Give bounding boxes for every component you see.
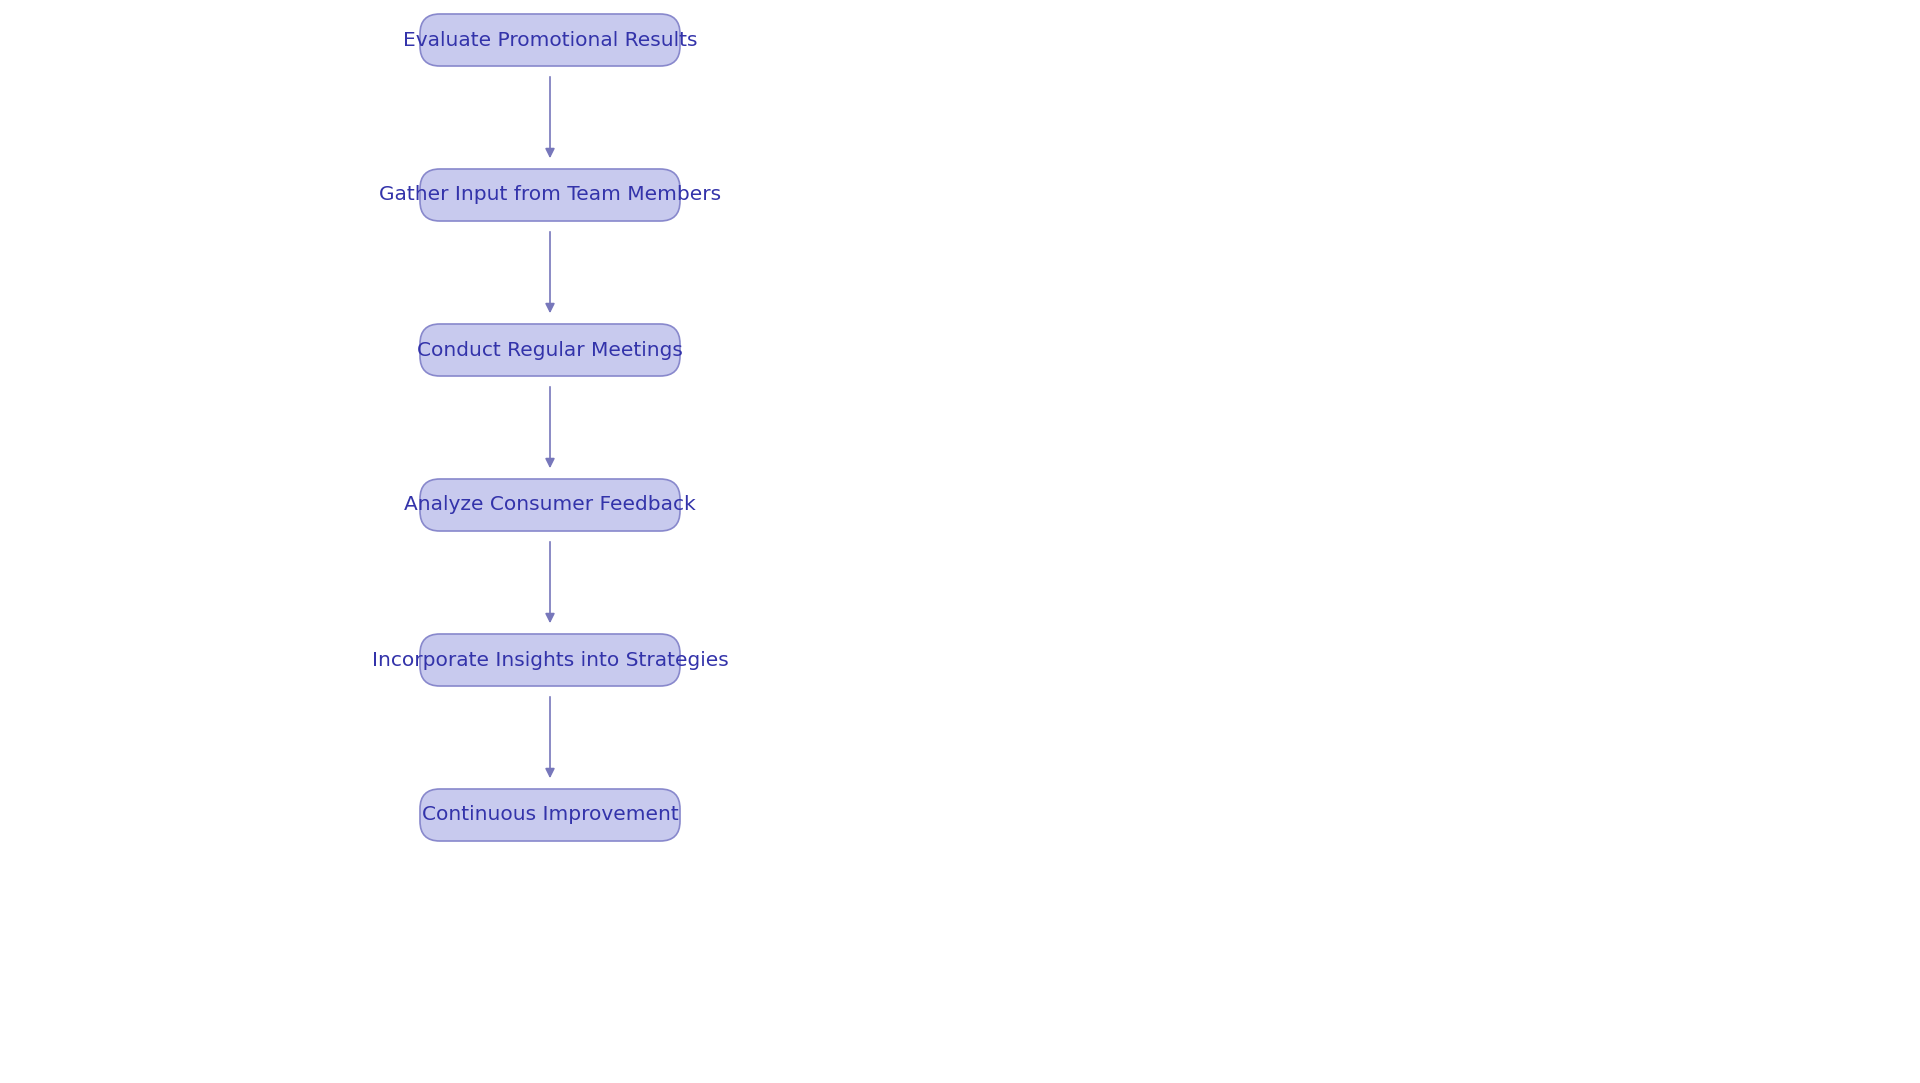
FancyBboxPatch shape [420, 324, 680, 376]
Text: Incorporate Insights into Strategies: Incorporate Insights into Strategies [372, 651, 728, 669]
FancyBboxPatch shape [420, 634, 680, 686]
Text: Continuous Improvement: Continuous Improvement [422, 806, 678, 824]
FancyBboxPatch shape [420, 169, 680, 221]
Text: Analyze Consumer Feedback: Analyze Consumer Feedback [403, 496, 695, 514]
FancyBboxPatch shape [420, 14, 680, 66]
Text: Evaluate Promotional Results: Evaluate Promotional Results [403, 30, 697, 50]
Text: Gather Input from Team Members: Gather Input from Team Members [378, 185, 722, 205]
FancyBboxPatch shape [420, 790, 680, 841]
Text: Conduct Regular Meetings: Conduct Regular Meetings [417, 340, 684, 360]
FancyBboxPatch shape [420, 479, 680, 531]
